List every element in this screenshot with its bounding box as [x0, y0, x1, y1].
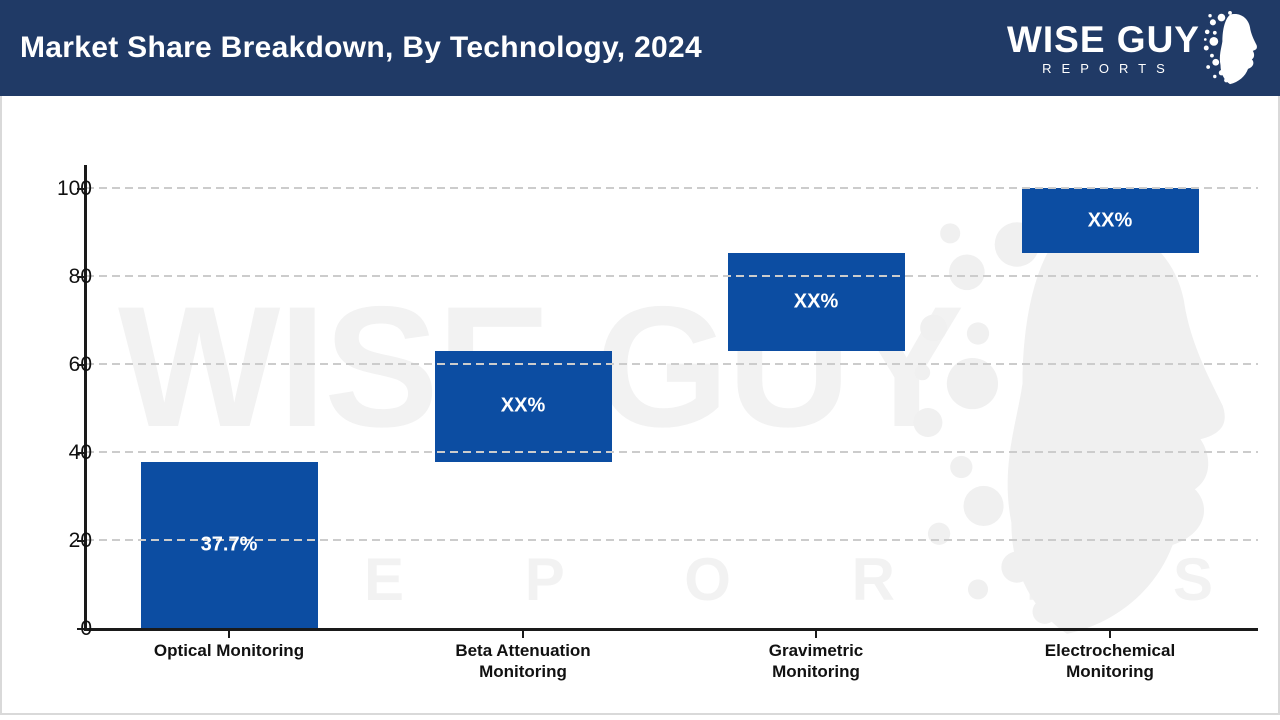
y-tick-mark — [77, 540, 85, 542]
x-tick-mark — [228, 631, 230, 638]
chart-title: Market Share Breakdown, By Technology, 2… — [20, 31, 703, 64]
gridline — [86, 539, 1258, 541]
gridline — [86, 451, 1258, 453]
watermark-face-icon — [913, 205, 1225, 634]
bar-segment[interactable] — [434, 350, 612, 463]
x-category-label: Beta Attenuation Monitoring — [455, 641, 591, 681]
gridline — [86, 363, 1258, 365]
y-tick-mark — [77, 628, 85, 630]
brand-face-icon — [1203, 10, 1257, 85]
y-tick-mark — [77, 276, 85, 278]
x-category-label: Electrochemical Monitoring — [1044, 641, 1176, 681]
bar-segment[interactable] — [140, 462, 318, 628]
brand-name: WISE GUY — [1006, 19, 1200, 60]
y-tick-mark — [77, 188, 85, 190]
x-tick-mark — [522, 631, 524, 638]
y-tick-mark — [77, 364, 85, 366]
bar-value-label: XX% — [500, 394, 546, 417]
y-tick-label: 100 — [56, 177, 92, 200]
x-axis-line — [84, 628, 1258, 631]
bar-value-label: 37.7% — [200, 533, 258, 556]
brand-logo: WISE GUY REPORTS — [1007, 10, 1262, 86]
bar-segment[interactable] — [727, 253, 905, 351]
x-tick-mark — [815, 631, 817, 638]
bar-value-label: XX% — [1087, 209, 1133, 232]
x-category-label: Optical Monitoring — [153, 641, 305, 660]
x-tick-mark — [1109, 631, 1111, 638]
bar-value-label: XX% — [793, 290, 839, 313]
gridline — [86, 187, 1258, 189]
y-axis-line — [84, 165, 87, 631]
bar-segment[interactable] — [1021, 188, 1199, 254]
brand-subtitle: REPORTS — [1042, 61, 1175, 76]
header-bar: Market Share Breakdown, By Technology, 2… — [0, 0, 1280, 96]
y-tick-label: 0 — [80, 617, 92, 640]
x-category-label: Gravimetric Monitoring — [768, 641, 864, 681]
gridline — [86, 275, 1258, 277]
y-tick-mark — [77, 452, 85, 454]
